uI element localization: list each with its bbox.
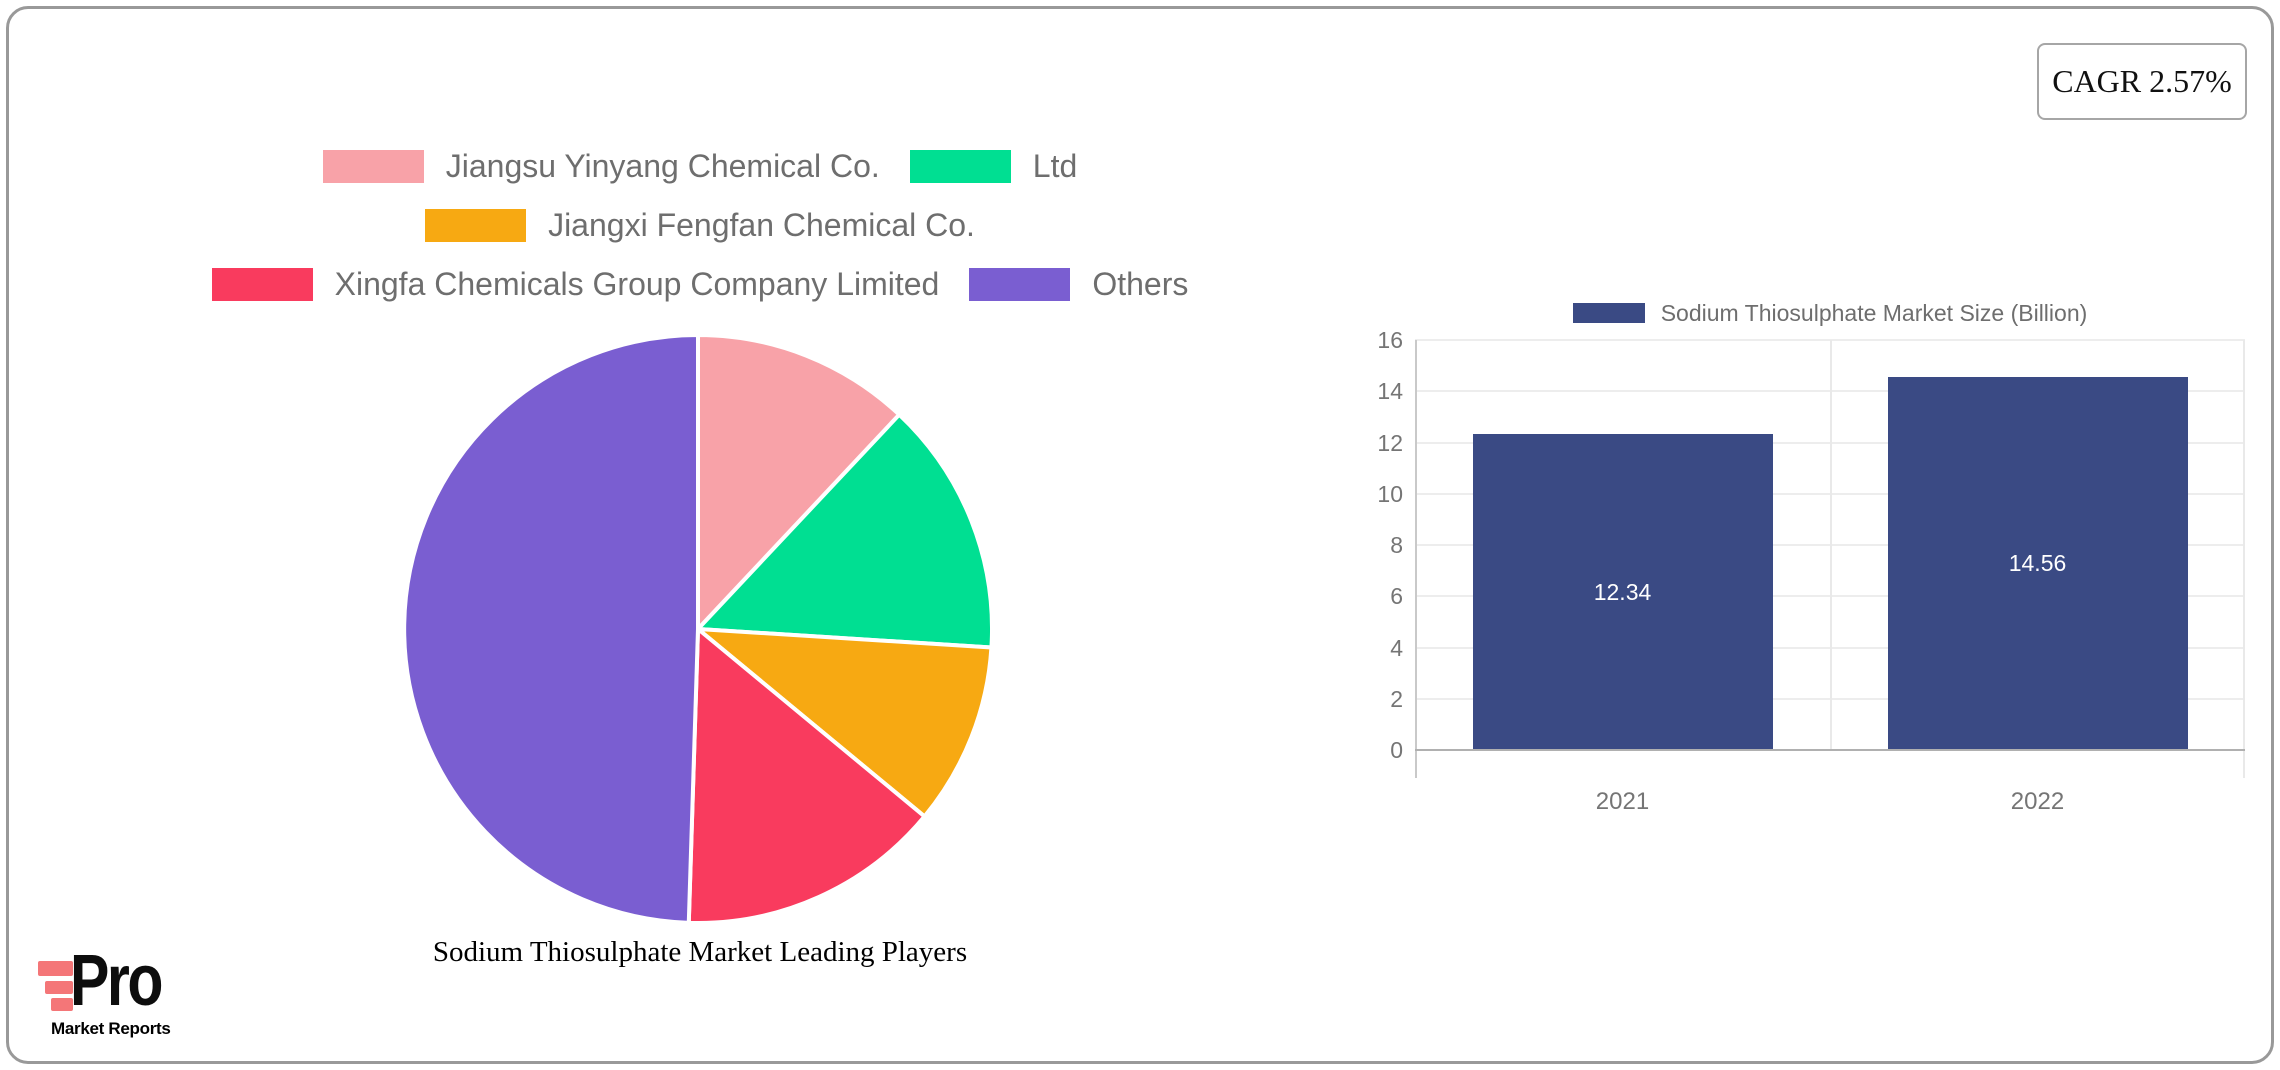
- pie-title: Sodium Thiosulphate Market Leading Playe…: [432, 936, 968, 968]
- legend-swatch: [322, 150, 424, 183]
- legend-swatch: [425, 209, 527, 242]
- bar-2022: [1887, 376, 2188, 750]
- pie-legend-item[interactable]: Jiangsu Yinyang Chemical Co.: [322, 148, 880, 185]
- y-axis-line: [1415, 340, 1417, 778]
- pie-slice-3: [686, 627, 927, 925]
- legend-label: Jiangsu Yinyang Chemical Co.: [445, 148, 880, 184]
- pie-slice-1: [696, 412, 994, 650]
- pie-legend: Jiangsu Yinyang Chemical Co. Ltd Jiangxi F…: [0, 148, 1400, 327]
- legend-label: Xingfa Chemicals Group Company Limited: [334, 266, 940, 302]
- bar-2021: [1472, 433, 1773, 750]
- y-tick-label: 10: [1377, 480, 1403, 507]
- legend-label: Others: [1092, 266, 1189, 302]
- pie-legend-item[interactable]: Jiangxi Fengfan Chemical Co.: [425, 207, 975, 244]
- y-tick-label: 8: [1390, 532, 1403, 558]
- cagr-badge: CAGR 2.57%: [2037, 43, 2247, 120]
- pie-legend-item[interactable]: Xingfa Chemicals Group Company Limited: [211, 266, 940, 303]
- legend-swatch: [1572, 303, 1645, 323]
- y-axis-ticks: 0 2 4 6 8 10 12 14 16: [1283, 327, 1403, 763]
- pie-legend-item[interactable]: Ltd: [909, 148, 1078, 185]
- legend-label: Jiangxi Fengfan Chemical Co.: [548, 207, 975, 243]
- pie-svg: [402, 333, 994, 925]
- cagr-text: CAGR 2.57%: [2052, 63, 2232, 99]
- x-axis-line: [1415, 749, 2245, 751]
- logo-bar-top: [38, 961, 73, 976]
- x-axis-labels: 2021 2022: [1415, 788, 2245, 820]
- gridline-vertical: [1830, 340, 1832, 750]
- legend-swatch: [969, 268, 1071, 301]
- bar-value-label: 14.56: [2008, 550, 2067, 577]
- bar-legend-item[interactable]: Sodium Thiosulphate Market Size (Billion…: [1572, 299, 2088, 327]
- y-tick-label: 14: [1377, 378, 1403, 405]
- logo-bar-bottom: [51, 998, 73, 1011]
- pie-slice-4: [402, 333, 700, 925]
- legend-swatch: [211, 268, 313, 301]
- pie-legend-row: Jiangxi Fengfan Chemical Co.: [0, 207, 1400, 244]
- pie-legend-row: Xingfa Chemicals Group Company Limited Ot…: [0, 266, 1400, 303]
- y-tick-label: 12: [1377, 429, 1403, 456]
- x-tick-label: 2022: [2010, 788, 2065, 815]
- logo: Pro Market Reports: [30, 945, 250, 1048]
- y-tick-label: 0: [1390, 737, 1403, 763]
- legend-swatch: [909, 150, 1011, 183]
- bar-plot-area: 12.34 14.56: [1415, 339, 2245, 778]
- legend-label: Sodium Thiosulphate Market Size (Billion…: [1660, 299, 2088, 326]
- pie-legend-item[interactable]: Others: [969, 266, 1188, 303]
- pie-legend-row: Jiangsu Yinyang Chemical Co. Ltd: [0, 148, 1400, 185]
- pie-slice-2: [696, 627, 994, 819]
- logo-bar-middle: [45, 981, 73, 994]
- y-tick-label: 4: [1390, 634, 1403, 661]
- gridline-vertical: [2243, 340, 2245, 778]
- y-tick-label: 6: [1390, 583, 1403, 610]
- pie-slice-0: [696, 333, 902, 631]
- y-tick-label: 16: [1377, 327, 1403, 353]
- logo-subtitle-text: Market Reports: [51, 1019, 171, 1038]
- bar-value-label: 12.34: [1593, 578, 1652, 605]
- bar-legend: Sodium Thiosulphate Market Size (Billion…: [1415, 296, 2245, 330]
- x-tick-label: 2021: [1595, 788, 1650, 815]
- logo-brand-text: Pro: [70, 941, 164, 1021]
- legend-label: Ltd: [1032, 148, 1078, 184]
- y-tick-label: 2: [1390, 685, 1403, 712]
